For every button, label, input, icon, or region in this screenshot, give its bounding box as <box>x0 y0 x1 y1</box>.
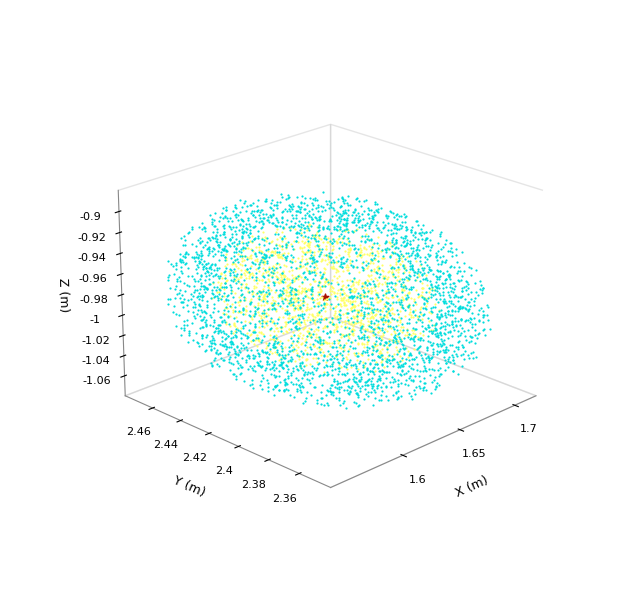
X-axis label: X (m): X (m) <box>453 474 491 499</box>
Y-axis label: Y (m): Y (m) <box>172 474 207 499</box>
